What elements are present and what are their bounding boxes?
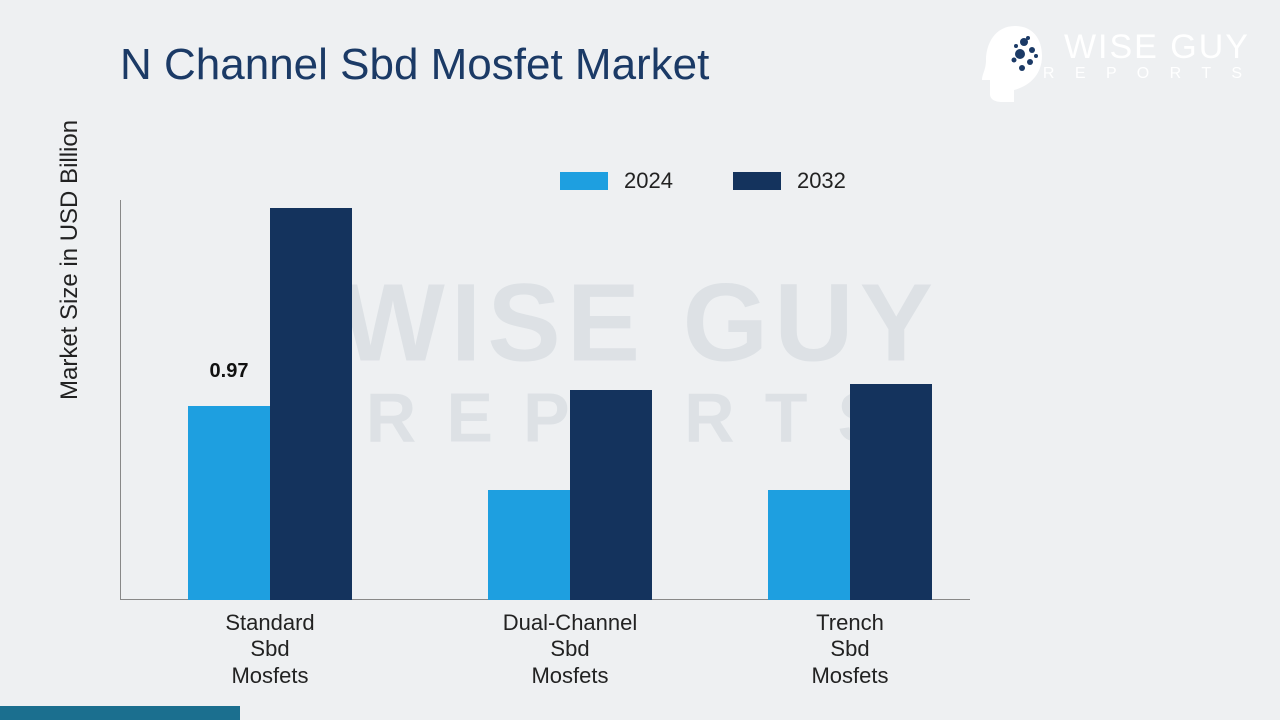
brand-text: WISE GUY R E P O R T S [1043,28,1250,83]
chart-title: N Channel Sbd Mosfet Market [120,40,709,90]
category-label: StandardSbdMosfets [170,600,370,689]
footer-accent-bar [0,706,240,720]
brand-line1: WISE GUY [1043,28,1250,67]
brand-head-icon [980,24,1050,104]
plot-area: 0.97StandardSbdMosfetsDual-ChannelSbdMos… [120,200,970,600]
bar [850,384,932,600]
legend-item: 2032 [733,168,846,194]
chart-stage: WISE GUY R E P O R T S WISE GUY REPORTS … [0,0,1280,720]
legend-swatch [733,172,781,190]
bar [570,390,652,600]
y-axis-label: Market Size in USD Billion [56,120,84,400]
side-panel [960,0,1280,720]
bar [270,208,352,600]
bar [488,490,570,600]
bar [188,406,270,600]
bar [768,490,850,600]
legend-label: 2024 [624,168,673,194]
legend-label: 2032 [797,168,846,194]
legend-item: 2024 [560,168,673,194]
category-label: TrenchSbdMosfets [750,600,950,689]
bar-value-label: 0.97 [210,360,249,383]
category-label: Dual-ChannelSbdMosfets [470,600,670,689]
legend-swatch [560,172,608,190]
legend: 2024 2032 [560,168,846,194]
brand-line2: R E P O R T S [1043,65,1250,83]
y-axis-line [120,200,121,600]
